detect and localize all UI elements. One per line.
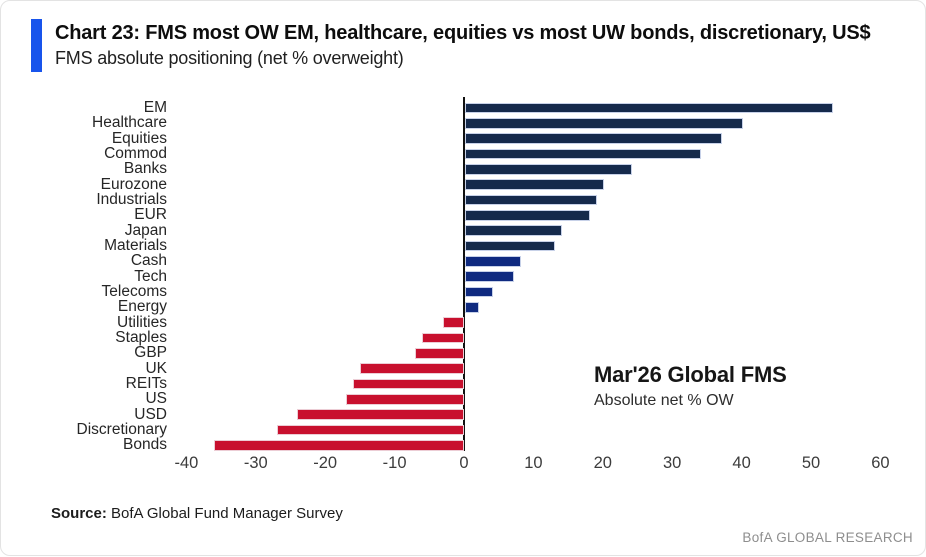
x-tick-label: -30 xyxy=(243,454,268,472)
category-label: Japan xyxy=(124,221,167,239)
x-tick-label: 20 xyxy=(593,454,612,472)
bar xyxy=(465,286,493,298)
chart-title: Chart 23: FMS most OW EM, healthcare, eq… xyxy=(55,22,871,44)
bar xyxy=(352,378,464,390)
category-label: EM xyxy=(143,99,167,116)
category-label: Commod xyxy=(104,144,167,162)
bar xyxy=(465,271,514,282)
bar xyxy=(465,102,833,114)
category-label: GBP xyxy=(134,344,167,362)
bar xyxy=(276,424,464,436)
source-line: Source: BofA Global Fund Manager Survey xyxy=(51,505,343,522)
x-tick-label: 0 xyxy=(459,454,469,472)
category-label: REITs xyxy=(125,374,167,392)
zero-axis-line xyxy=(463,97,465,451)
category-label: USD xyxy=(134,405,167,423)
x-tick-label: -20 xyxy=(313,454,338,472)
category-label: Eurozone xyxy=(100,175,167,193)
category-label: Staples xyxy=(115,328,167,346)
category-label: Discretionary xyxy=(76,420,167,438)
category-label: Equities xyxy=(111,129,167,147)
category-label: Utilities xyxy=(117,313,167,331)
bar xyxy=(297,409,464,420)
source-label: Source: xyxy=(51,505,107,522)
category-label: Tech xyxy=(134,267,167,285)
x-tick-label: 30 xyxy=(663,454,682,472)
category-label: Energy xyxy=(117,298,167,316)
chart-subtitle: FMS absolute positioning (net % overweig… xyxy=(55,48,404,68)
bar xyxy=(465,225,563,236)
annotation-subtitle: Absolute net % OW xyxy=(594,392,734,409)
bar xyxy=(465,256,521,267)
title-accent-bar xyxy=(31,19,42,72)
x-tick-label: 40 xyxy=(732,454,751,472)
bar xyxy=(415,348,464,359)
category-label: Materials xyxy=(104,236,167,254)
bar xyxy=(465,194,597,206)
bar xyxy=(359,363,464,374)
bar xyxy=(465,164,632,175)
x-tick-label: -10 xyxy=(382,454,407,472)
bar xyxy=(465,240,556,252)
category-label: UK xyxy=(145,359,167,377)
annotation-period: Mar'26 Global FMS xyxy=(594,362,787,387)
source-text: BofA Global Fund Manager Survey xyxy=(106,505,343,522)
bar xyxy=(465,302,479,313)
bar xyxy=(465,179,604,190)
category-label: Healthcare xyxy=(92,114,167,132)
x-tick-label: 60 xyxy=(871,454,890,472)
bar xyxy=(214,440,464,451)
x-tick-label: 10 xyxy=(524,454,543,472)
category-label: Banks xyxy=(123,160,167,178)
brand-text: BofA GLOBAL RESEARCH xyxy=(742,530,913,545)
category-label: EUR xyxy=(134,206,167,224)
bar xyxy=(443,317,464,328)
category-label: Bonds xyxy=(123,436,167,454)
category-label: US xyxy=(145,390,167,408)
bar xyxy=(465,118,743,129)
category-label: Industrials xyxy=(96,190,167,208)
bar xyxy=(465,148,701,160)
bar xyxy=(465,210,590,221)
bar xyxy=(422,332,464,344)
x-tick-label: -40 xyxy=(174,454,199,472)
bar xyxy=(346,394,464,405)
bar xyxy=(465,133,722,144)
category-label: Telecoms xyxy=(101,282,167,300)
category-label: Cash xyxy=(130,252,167,270)
x-tick-label: 50 xyxy=(801,454,821,472)
